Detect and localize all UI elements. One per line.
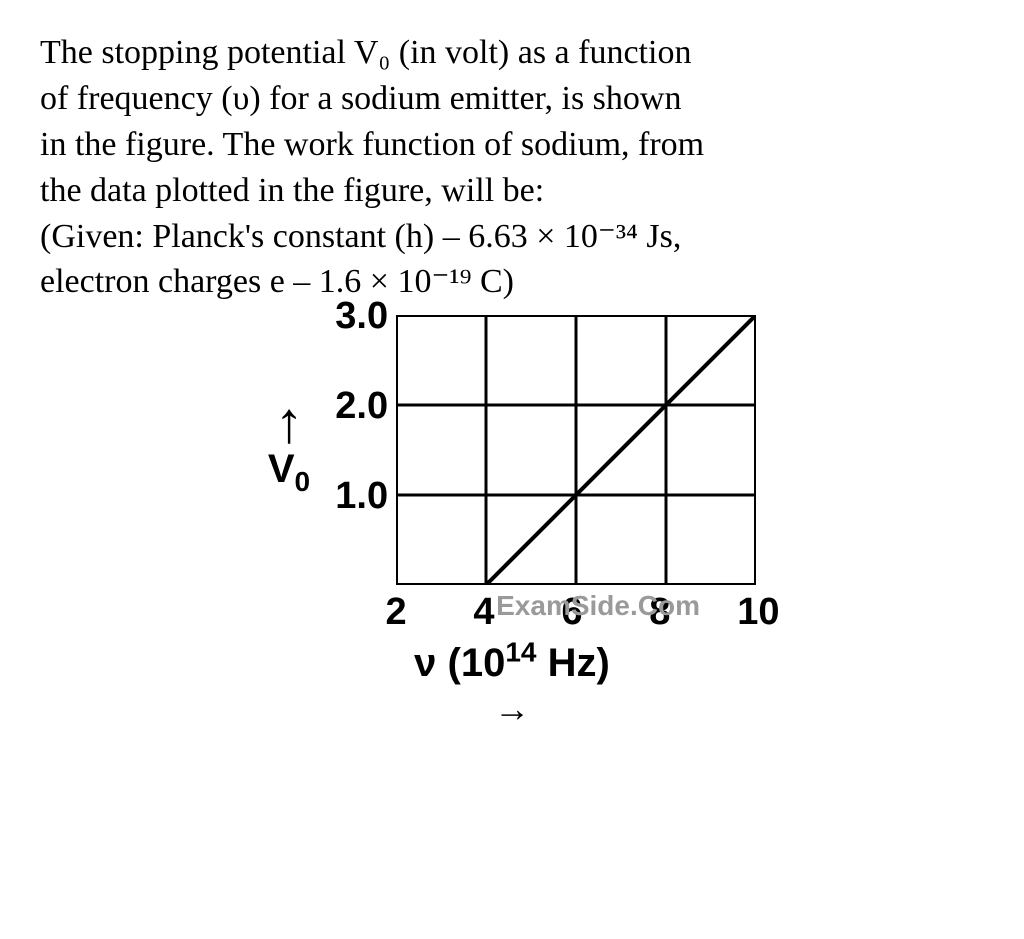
chart-svg — [396, 315, 756, 585]
x-axis-label-block: ν (1014 Hz) → — [202, 636, 822, 730]
x-tick: 6 — [561, 591, 582, 634]
y-axis-label-block: ↑ V0 — [268, 403, 310, 499]
q-given1: (Given: Planck's constant (h) – 6.63 × 1… — [40, 218, 681, 255]
y-tick: 3.0 — [335, 295, 388, 338]
q-line3: in the figure. The work function of sodi… — [40, 126, 704, 163]
x-tick-labels: 2 4 6 8 10 — [386, 591, 780, 634]
question-text: The stopping potential V₀ (in volt) as a… — [40, 30, 984, 305]
right-arrow-icon: → — [494, 688, 530, 730]
up-arrow-icon: ↑ — [274, 403, 303, 444]
q-line4: the data plotted in the figure, will be: — [40, 172, 544, 209]
x-tick: 2 — [386, 591, 407, 634]
x-tick: 4 — [473, 591, 494, 634]
y-axis-label: V0 — [268, 447, 310, 498]
x-tick: 8 — [649, 591, 670, 634]
x-axis-label: ν (1014 Hz) — [414, 641, 610, 685]
plot-area: ExamSide.Com — [396, 315, 756, 585]
y-tick-labels: 3.02.01.0 — [318, 315, 388, 585]
q-line1: The stopping potential V₀ (in volt) as a… — [40, 34, 691, 71]
q-line2: of frequency (υ) for a sodium emitter, i… — [40, 80, 681, 117]
x-tick: 10 — [737, 591, 779, 634]
chart-container: ↑ V0 3.02.01.0 ExamSide.Com 246810 ν (10… — [202, 315, 822, 730]
y-tick: 1.0 — [335, 475, 388, 518]
y-tick: 2.0 — [335, 385, 388, 428]
q-given2: electron charges e – 1.6 × 10⁻¹⁹ C) — [40, 263, 514, 300]
